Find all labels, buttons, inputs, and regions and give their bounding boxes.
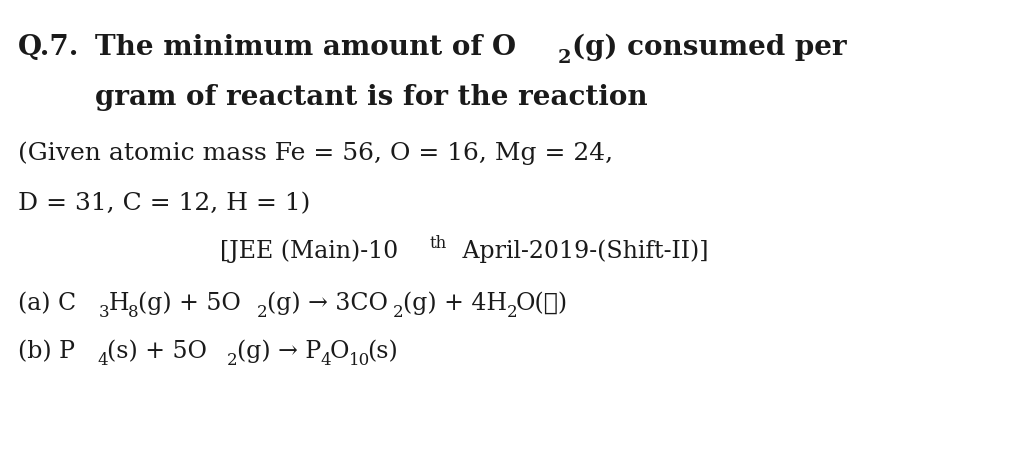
Text: (g) → P: (g) → P: [237, 339, 322, 362]
Text: (a) C: (a) C: [18, 291, 76, 314]
Text: (b) P: (b) P: [18, 339, 75, 362]
Text: (Given atomic mass Fe = 56, O = 16, Mg = 24,: (Given atomic mass Fe = 56, O = 16, Mg =…: [18, 141, 613, 165]
Text: O(ℓ): O(ℓ): [516, 291, 568, 314]
Text: 2: 2: [393, 303, 403, 320]
Text: H: H: [109, 291, 129, 314]
Text: 10: 10: [349, 351, 371, 368]
Text: 4: 4: [319, 351, 331, 368]
Text: 2: 2: [257, 303, 267, 320]
Text: (s): (s): [367, 339, 397, 362]
Text: 2: 2: [558, 49, 571, 67]
Text: O: O: [330, 339, 349, 362]
Text: 2: 2: [227, 351, 238, 368]
Text: gram of reactant is for the reaction: gram of reactant is for the reaction: [95, 84, 647, 111]
Text: (g) + 4H: (g) + 4H: [403, 291, 507, 314]
Text: Q.7.: Q.7.: [18, 34, 80, 61]
Text: The minimum amount of O: The minimum amount of O: [95, 34, 516, 61]
Text: (g) → 3CO: (g) → 3CO: [267, 291, 388, 314]
Text: (g) + 5O: (g) + 5O: [138, 291, 241, 314]
Text: (s) + 5O: (s) + 5O: [106, 339, 207, 362]
Text: 2: 2: [507, 303, 517, 320]
Text: 3: 3: [99, 303, 110, 320]
Text: 4: 4: [97, 351, 108, 368]
Text: April-2019-(Shift-II)]: April-2019-(Shift-II)]: [455, 239, 709, 263]
Text: D = 31, C = 12, H = 1): D = 31, C = 12, H = 1): [18, 192, 310, 214]
Text: th: th: [430, 234, 447, 252]
Text: (g) consumed per: (g) consumed per: [572, 34, 847, 61]
Text: 8: 8: [128, 303, 138, 320]
Text: [JEE (Main)-10: [JEE (Main)-10: [220, 239, 398, 263]
